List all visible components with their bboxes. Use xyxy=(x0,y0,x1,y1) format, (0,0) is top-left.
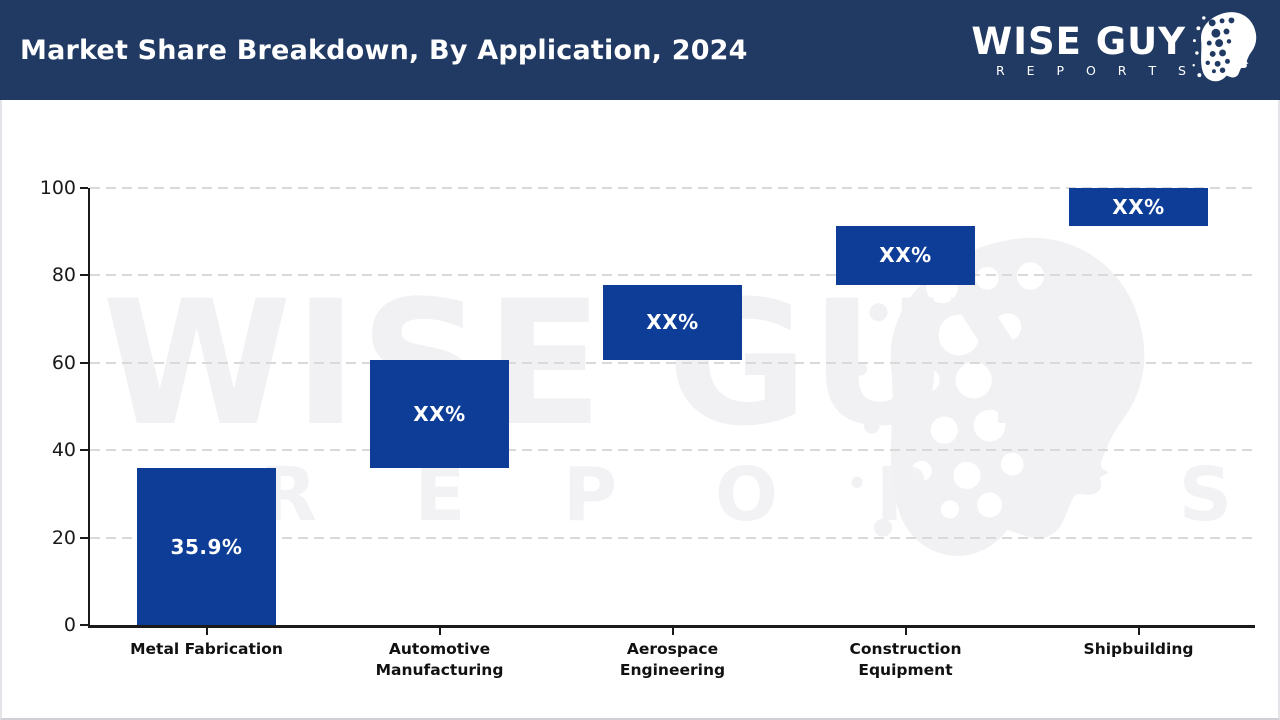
brand-name: WISE GUY xyxy=(971,19,1186,63)
x-tick xyxy=(671,627,674,635)
y-tick-label: 0 xyxy=(63,614,76,636)
y-tick-label: 40 xyxy=(51,439,76,462)
y-tick xyxy=(80,274,88,277)
bar-1: 35.9% xyxy=(136,468,277,625)
wiseguy-face-icon xyxy=(1192,12,1257,82)
waterfall-chart: WISE GUY R E P O R T S xyxy=(2,100,1278,718)
brand-subtitle: R E P O R T S xyxy=(995,62,1195,78)
y-tick-label: 20 xyxy=(51,526,76,549)
bar-value-label: XX% xyxy=(413,402,466,427)
bar-value-label: 35.9% xyxy=(170,534,243,559)
header-bar: Market Share Breakdown, By Application, … xyxy=(0,0,1280,100)
wiseguy-face-watermark-icon xyxy=(851,237,1145,556)
y-tick xyxy=(80,449,88,452)
x-category-label: Construction Equipment xyxy=(849,640,962,679)
y-tick xyxy=(80,624,88,626)
bar-value-label: XX% xyxy=(646,310,699,335)
x-category-label: Metal Fabrication xyxy=(130,640,283,658)
bar-4: XX% xyxy=(835,225,976,285)
y-tick-label: 60 xyxy=(51,351,76,374)
x-tick xyxy=(205,627,208,635)
x-category-label: Shipbuilding xyxy=(1083,640,1194,658)
gridline xyxy=(90,187,1255,189)
x-category-label: Automotive Manufacturing xyxy=(375,640,504,679)
brand-logo: WISE GUY R E P O R T S xyxy=(971,8,1264,92)
bar-value-label: XX% xyxy=(1112,194,1165,219)
x-axis xyxy=(88,625,1255,628)
y-tick-label: 100 xyxy=(39,177,76,199)
y-tick xyxy=(80,361,88,364)
page-title: Market Share Breakdown, By Application, … xyxy=(20,34,748,66)
y-tick xyxy=(80,187,88,189)
bar-2: XX% xyxy=(369,360,510,469)
bar-5: XX% xyxy=(1068,188,1209,226)
y-tick xyxy=(80,536,88,539)
brand-logo-text: WISE GUY R E P O R T S xyxy=(971,23,1186,78)
gridline xyxy=(90,536,1255,539)
x-tick xyxy=(1137,627,1140,635)
bar-3: XX% xyxy=(602,284,743,361)
y-tick-label: 80 xyxy=(51,264,76,287)
gridline xyxy=(90,449,1255,452)
x-category-label: Aerospace Engineering xyxy=(619,640,726,679)
y-axis xyxy=(88,188,90,627)
x-tick xyxy=(438,627,441,635)
gridline xyxy=(90,361,1255,364)
bar-value-label: XX% xyxy=(879,243,932,268)
gridline xyxy=(90,274,1255,277)
x-tick xyxy=(904,627,907,635)
